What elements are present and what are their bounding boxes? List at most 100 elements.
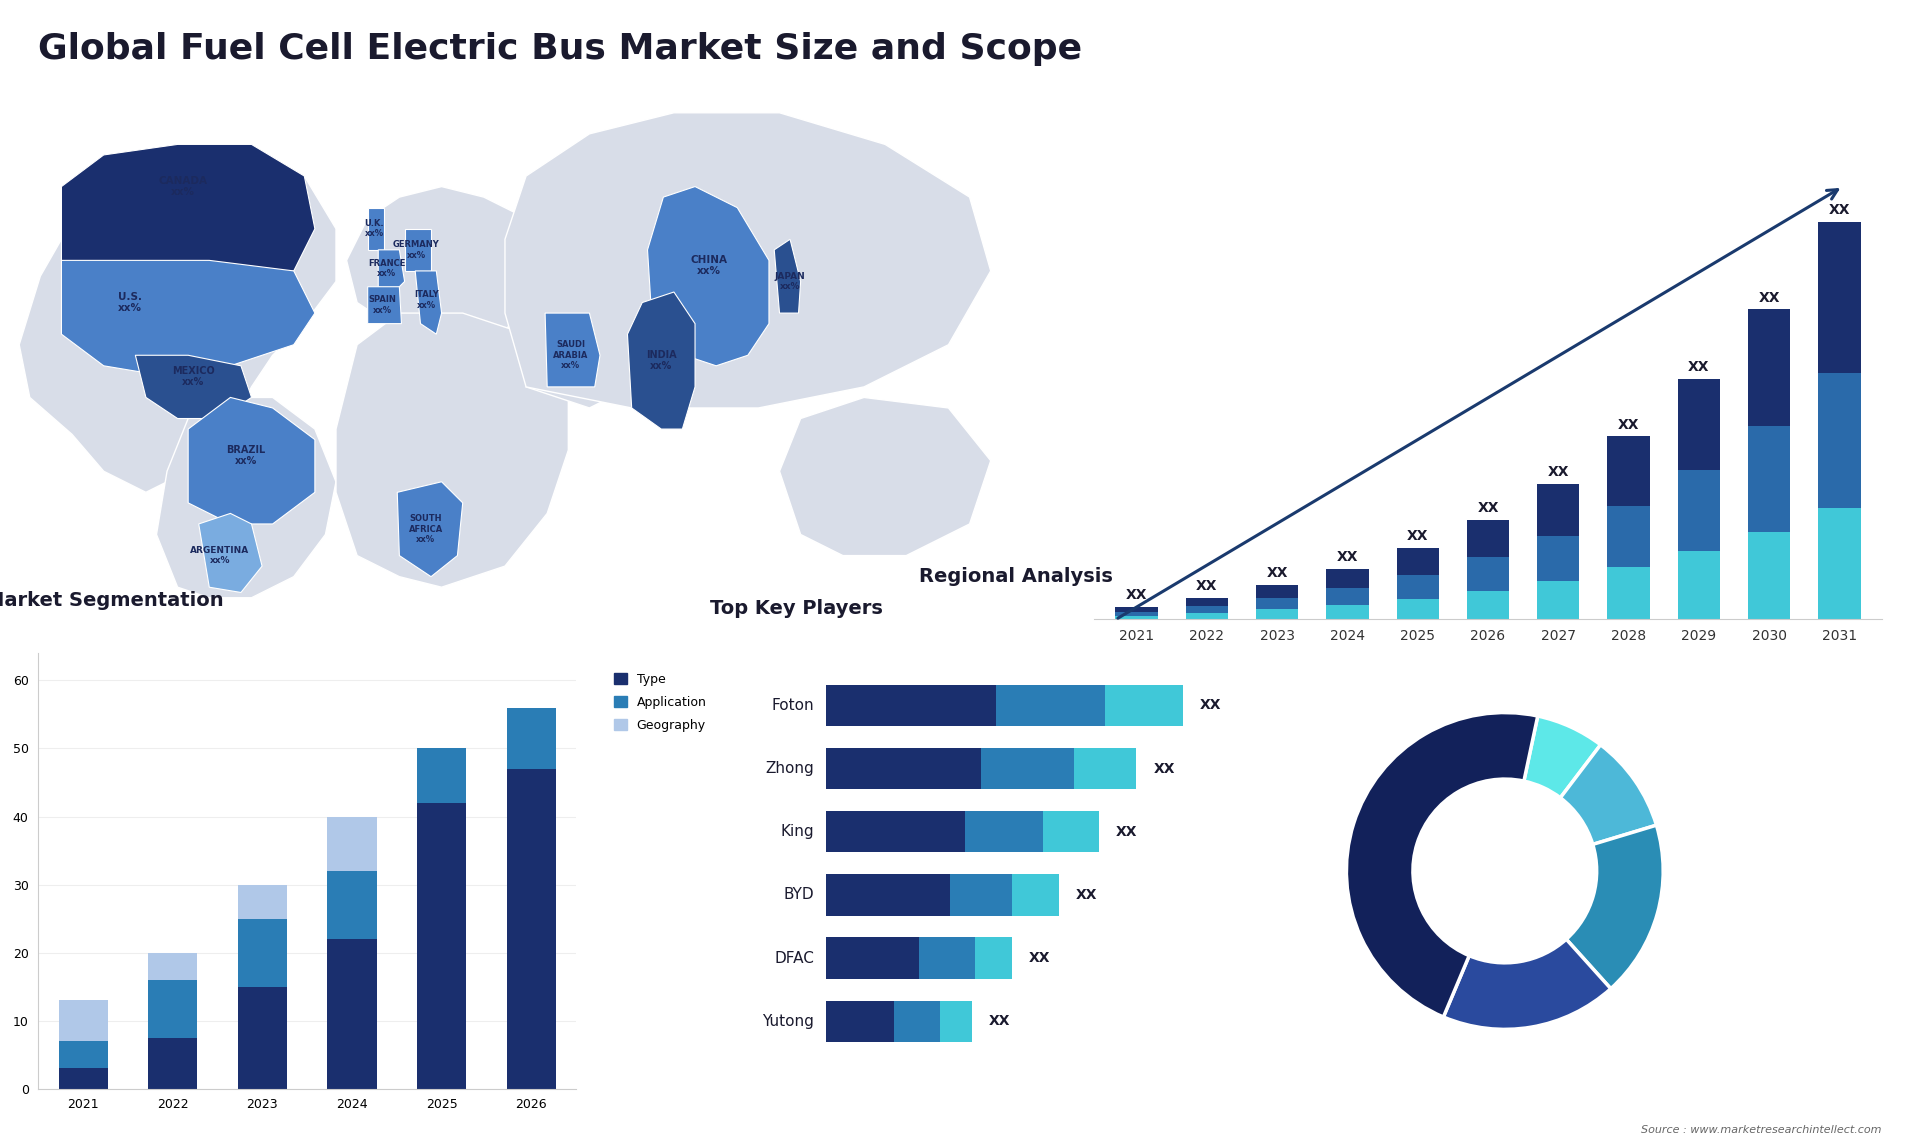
Bar <box>148 980 198 1037</box>
Text: U.S.
xx%: U.S. xx% <box>117 292 142 313</box>
Polygon shape <box>628 292 695 429</box>
Text: Source : www.marketresearchintellect.com: Source : www.marketresearchintellect.com <box>1642 1124 1882 1135</box>
Bar <box>1396 548 1438 575</box>
Text: Market Segmentation: Market Segmentation <box>0 590 223 610</box>
Text: INDIA
xx%: INDIA xx% <box>645 350 676 371</box>
FancyBboxPatch shape <box>966 811 1043 853</box>
Polygon shape <box>336 313 568 587</box>
Polygon shape <box>61 144 315 282</box>
FancyBboxPatch shape <box>996 685 1106 727</box>
Polygon shape <box>780 398 991 556</box>
Text: King: King <box>780 824 814 839</box>
Bar <box>1467 557 1509 591</box>
Text: ITALY
xx%: ITALY xx% <box>415 290 440 309</box>
Bar <box>1467 519 1509 557</box>
FancyBboxPatch shape <box>1043 811 1098 853</box>
FancyBboxPatch shape <box>1073 748 1137 790</box>
Bar <box>1607 437 1649 505</box>
FancyBboxPatch shape <box>1106 685 1183 727</box>
FancyBboxPatch shape <box>975 937 1012 979</box>
FancyBboxPatch shape <box>895 1000 941 1042</box>
Text: BRAZIL
xx%: BRAZIL xx% <box>227 445 265 466</box>
Text: XX: XX <box>1196 579 1217 594</box>
Text: XX: XX <box>1116 825 1139 839</box>
Text: CHINA
xx%: CHINA xx% <box>691 254 728 276</box>
Polygon shape <box>188 398 315 524</box>
Bar <box>1327 570 1369 588</box>
Text: SOUTH
AFRICA
xx%: SOUTH AFRICA xx% <box>409 515 444 544</box>
Polygon shape <box>369 286 401 323</box>
Bar <box>1327 605 1369 619</box>
Text: XX: XX <box>1267 566 1288 580</box>
Bar <box>328 939 376 1089</box>
Text: XX: XX <box>1759 291 1780 305</box>
Bar <box>238 987 288 1089</box>
Bar <box>238 919 288 987</box>
Text: SAUDI
ARABIA
xx%: SAUDI ARABIA xx% <box>553 340 588 370</box>
Wedge shape <box>1444 940 1611 1029</box>
Polygon shape <box>200 513 261 592</box>
Polygon shape <box>156 398 336 598</box>
Bar <box>1467 591 1509 619</box>
Text: XX: XX <box>1336 550 1357 565</box>
Text: U.K.
xx%: U.K. xx% <box>365 219 384 238</box>
Bar <box>60 1068 108 1089</box>
FancyBboxPatch shape <box>981 748 1073 790</box>
Bar <box>1678 470 1720 551</box>
Text: XX: XX <box>1125 588 1148 602</box>
Bar <box>1607 505 1649 567</box>
Text: DFAC: DFAC <box>774 950 814 966</box>
Wedge shape <box>1561 745 1657 845</box>
Bar <box>328 871 376 939</box>
Text: CANADA
xx%: CANADA xx% <box>157 175 207 197</box>
Text: Regional Analysis: Regional Analysis <box>918 567 1112 586</box>
Bar <box>1818 222 1860 372</box>
Bar <box>1256 598 1298 609</box>
Text: ARGENTINA
xx%: ARGENTINA xx% <box>190 545 250 565</box>
Bar <box>328 816 376 871</box>
Text: XX: XX <box>1688 360 1709 374</box>
Polygon shape <box>505 112 991 408</box>
Bar <box>1747 532 1789 619</box>
Bar <box>507 707 557 769</box>
Wedge shape <box>1346 713 1538 1017</box>
Text: XX: XX <box>1619 417 1640 432</box>
Bar <box>1116 612 1158 615</box>
Text: Top Key Players: Top Key Players <box>710 599 883 619</box>
Bar <box>1818 372 1860 508</box>
Bar <box>60 1000 108 1041</box>
Text: XX: XX <box>1828 203 1851 218</box>
FancyBboxPatch shape <box>920 937 975 979</box>
Bar <box>1256 586 1298 598</box>
Text: XX: XX <box>989 1014 1010 1028</box>
FancyBboxPatch shape <box>1012 874 1058 916</box>
Text: JAPAN
xx%: JAPAN xx% <box>774 272 806 291</box>
Bar <box>1538 581 1580 619</box>
Bar <box>1327 588 1369 605</box>
Bar <box>1678 379 1720 470</box>
FancyBboxPatch shape <box>826 874 950 916</box>
FancyBboxPatch shape <box>826 811 966 853</box>
Polygon shape <box>405 229 430 270</box>
Bar <box>1116 615 1158 619</box>
Polygon shape <box>647 187 768 366</box>
Text: XX: XX <box>1548 465 1569 479</box>
Text: FRANCE
xx%: FRANCE xx% <box>369 259 405 278</box>
Bar <box>1538 484 1580 535</box>
Polygon shape <box>415 270 442 335</box>
Text: Global Fuel Cell Electric Bus Market Size and Scope: Global Fuel Cell Electric Bus Market Siz… <box>38 32 1083 66</box>
Bar <box>417 803 467 1089</box>
Legend: Type, Application, Geography: Type, Application, Geography <box>609 668 712 737</box>
FancyBboxPatch shape <box>826 748 981 790</box>
Bar <box>507 769 557 1089</box>
Text: Zhong: Zhong <box>766 761 814 776</box>
Polygon shape <box>19 144 336 493</box>
Polygon shape <box>774 240 801 313</box>
FancyBboxPatch shape <box>826 937 920 979</box>
Text: Foton: Foton <box>772 698 814 713</box>
Text: XX: XX <box>1476 501 1500 515</box>
FancyBboxPatch shape <box>826 685 996 727</box>
Bar <box>1187 598 1229 606</box>
Text: XX: XX <box>1200 698 1221 713</box>
Bar <box>1747 426 1789 532</box>
